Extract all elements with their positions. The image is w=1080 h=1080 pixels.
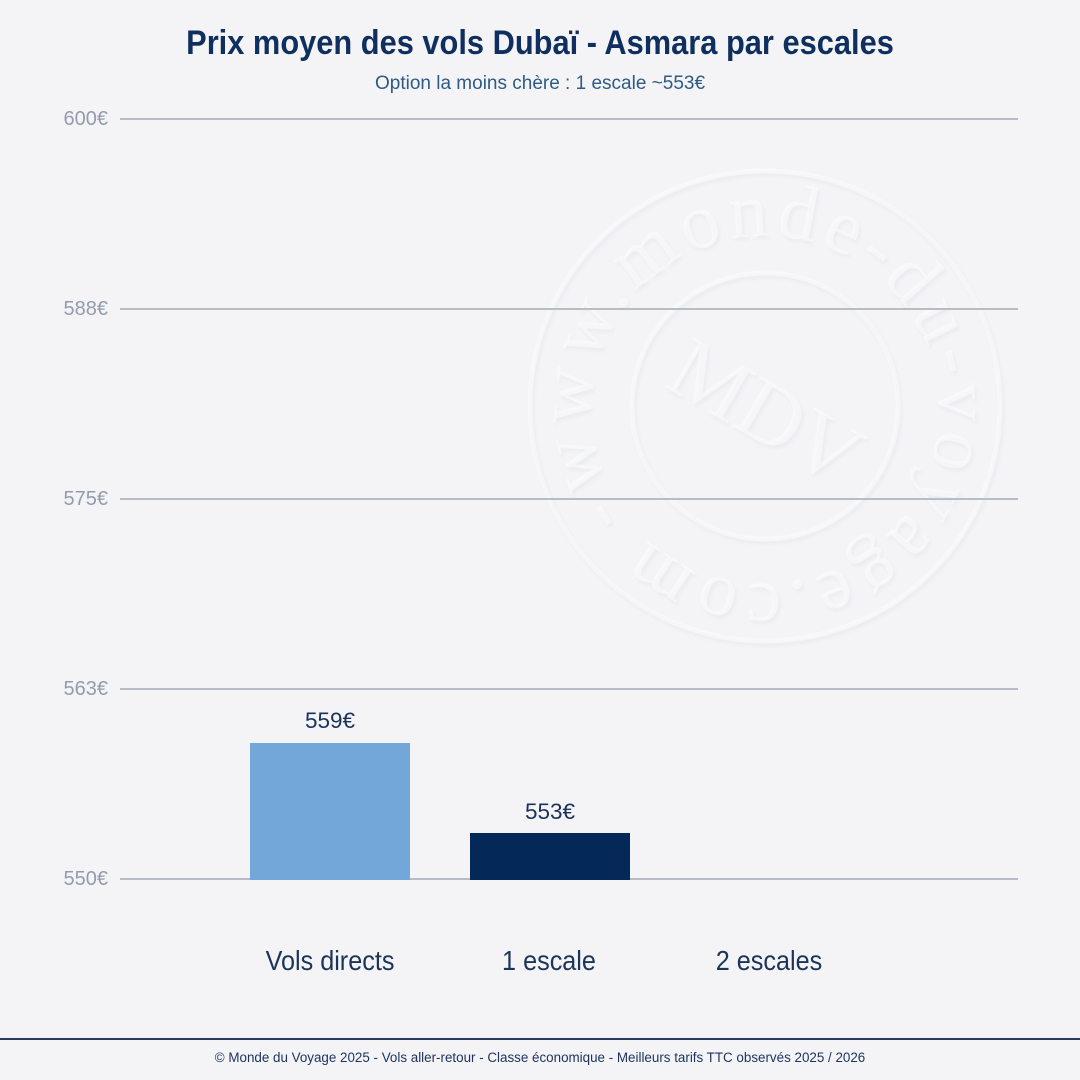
svg-text:MDV: MDV (652, 319, 878, 506)
